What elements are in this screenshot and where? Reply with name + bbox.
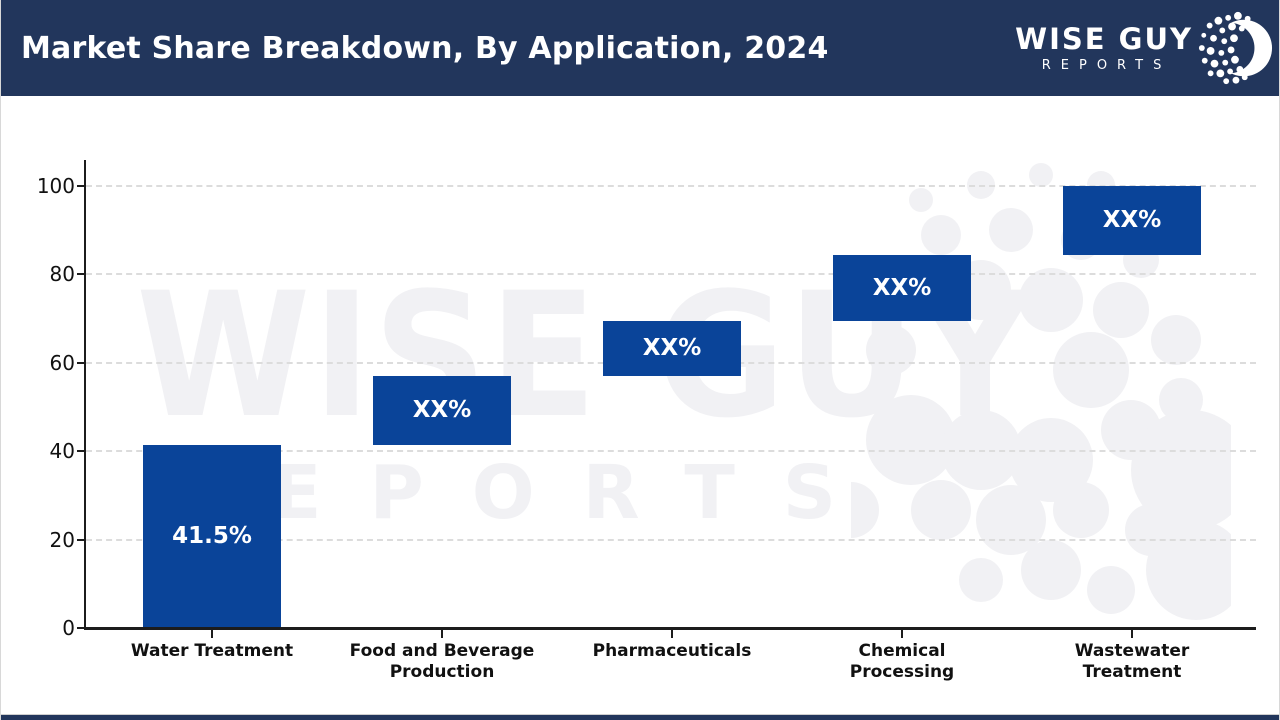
y-tickmark: [77, 185, 86, 187]
bar-value-label: XX%: [412, 397, 472, 424]
bar-pharmaceuticals: XX%: [603, 320, 741, 377]
logo-face-icon: [1198, 11, 1273, 85]
y-axis-line: [84, 160, 86, 630]
x-category-label: Pharmaceuticals: [592, 641, 752, 661]
x-tickmark: [441, 630, 443, 638]
bar-wastewater-treatment: XX%: [1063, 186, 1201, 255]
bar-value-label: XX%: [1102, 207, 1162, 234]
header: Market Share Breakdown, By Application, …: [1, 0, 1279, 96]
y-tick-label: 0: [62, 616, 75, 640]
x-category-label: Wastewater Treatment: [1074, 641, 1190, 682]
footer-bar: [1, 714, 1279, 720]
x-category-label: Water Treatment: [130, 641, 294, 661]
x-tickmark: [1131, 630, 1133, 638]
y-gridline: [86, 538, 1256, 541]
y-gridline: [86, 450, 1256, 453]
logo-subtext: REPORTS: [1041, 57, 1172, 73]
bar-food-and-beverage-production: XX%: [373, 376, 511, 445]
x-tickmark: [211, 630, 213, 638]
y-gridline: [86, 273, 1256, 276]
y-tick-label: 100: [36, 174, 75, 198]
bar-chemical-processing: XX%: [833, 254, 971, 321]
y-tick-label: 60: [49, 350, 75, 375]
y-gridline: [86, 185, 1256, 187]
bar-value-label: 41.5%: [172, 523, 252, 550]
x-category-label: Food and Beverage Production: [349, 641, 535, 682]
x-axis-line: [84, 627, 1256, 630]
logo-wordmark: WISE GUY: [1015, 21, 1193, 56]
y-tick-label: 40: [49, 439, 75, 464]
y-tick-label: 80: [49, 262, 75, 287]
wise-guy-logo: WISE GUY REPORTS: [1015, 8, 1273, 88]
y-tick-label: 20: [49, 527, 75, 552]
x-tickmark: [671, 630, 673, 638]
x-category-label: Chemical Processing: [849, 641, 955, 682]
y-tickmark: [77, 627, 86, 629]
x-tickmark: [901, 630, 903, 638]
y-tickmark: [77, 361, 86, 364]
y-tickmark: [77, 450, 86, 453]
y-tickmark: [77, 538, 86, 541]
bar-value-label: XX%: [642, 335, 702, 362]
bar-water-treatment: 41.5%: [143, 444, 281, 628]
bar-value-label: XX%: [872, 274, 932, 301]
page-title: Market Share Breakdown, By Application, …: [21, 30, 829, 66]
y-tickmark: [77, 273, 86, 276]
